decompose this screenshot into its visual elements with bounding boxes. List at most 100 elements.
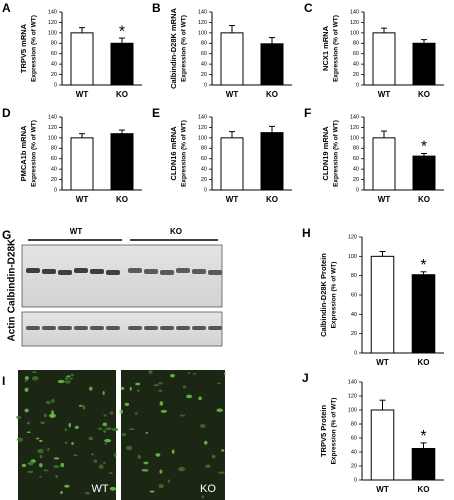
cell: [205, 464, 211, 468]
micrograph-image: [18, 370, 116, 500]
cell: [121, 432, 127, 437]
panel-letter: J: [302, 371, 309, 385]
cell: [141, 469, 148, 472]
cell: [64, 380, 71, 384]
cell: [119, 409, 123, 414]
cell: [24, 376, 29, 380]
x-tick-label: WT: [76, 195, 89, 204]
y-axis-label: Expression (% of WT): [333, 120, 340, 187]
cell: [103, 461, 106, 465]
x-tick-label: KO: [266, 195, 278, 204]
cell: [158, 389, 163, 392]
cell: [55, 475, 59, 478]
bar: [220, 137, 244, 191]
band: [106, 270, 120, 275]
cell: [89, 386, 93, 391]
y-tick-label: 0: [354, 477, 357, 483]
y-tick-label: 20: [351, 331, 357, 337]
y-axis-label: Expression (% of WT): [31, 120, 38, 187]
x-tick-label: KO: [266, 90, 278, 99]
y-tick-label: 20: [353, 177, 359, 183]
cell: [71, 442, 74, 445]
x-tick-label: WT: [376, 358, 389, 367]
cell: [192, 372, 197, 375]
cell: [24, 379, 28, 382]
cell: [43, 413, 47, 418]
panel-letter: E: [152, 106, 160, 120]
band: [42, 326, 56, 330]
cell: [43, 469, 49, 472]
cell: [21, 463, 27, 468]
y-tick-label: 40: [51, 167, 57, 173]
y-axis-label: Expression (% of WT): [31, 15, 38, 82]
y-axis-label: Calbindin-D28K Protein: [319, 253, 328, 337]
cell: [66, 375, 71, 378]
y-axis-label: Calbindin-D28K mRNA: [169, 8, 178, 89]
cell: [108, 472, 113, 475]
cell: [82, 405, 86, 410]
y-tick-label: 20: [351, 463, 357, 469]
cell: [155, 452, 161, 457]
cell: [39, 455, 43, 459]
cell: [109, 486, 117, 491]
band: [90, 269, 104, 274]
y-tick-label: 80: [201, 41, 207, 47]
y-tick-label: 60: [51, 156, 57, 162]
cell: [64, 484, 70, 488]
y-tick-label: 80: [353, 146, 359, 152]
band: [90, 326, 104, 330]
group-label: KO: [170, 227, 182, 236]
cell: [120, 386, 125, 390]
y-tick-label: 60: [201, 51, 207, 57]
y-tick-label: 100: [198, 135, 207, 141]
panel-letter: I: [2, 374, 5, 388]
bar: [372, 32, 396, 86]
y-tick-label: 120: [198, 20, 207, 26]
cell: [218, 471, 225, 474]
cell: [53, 465, 60, 469]
cell: [171, 449, 175, 454]
y-tick-label: 100: [350, 30, 359, 36]
y-tick-label: 100: [48, 30, 57, 36]
cell: [31, 371, 37, 374]
cell: [200, 424, 206, 428]
cell: [170, 373, 175, 378]
y-tick-label: 140: [198, 9, 207, 15]
y-tick-label: 60: [351, 292, 357, 298]
cell: [103, 429, 107, 434]
cell: [60, 462, 65, 468]
y-tick-label: 0: [356, 82, 359, 88]
cell: [98, 464, 104, 469]
cell: [38, 439, 43, 442]
y-tick-label: 100: [198, 30, 207, 36]
cell: [143, 461, 149, 465]
cell: [47, 447, 50, 452]
cell: [51, 399, 55, 404]
cell: [39, 463, 43, 468]
bar: [412, 42, 436, 86]
panel-letter: G: [2, 228, 11, 242]
bar: [260, 132, 284, 191]
cell: [216, 408, 223, 413]
cell: [104, 442, 107, 445]
cell: [129, 386, 132, 391]
cell: [136, 389, 140, 392]
micrograph-image: [121, 370, 225, 500]
y-tick-label: 120: [348, 234, 357, 240]
cell: [113, 453, 117, 457]
cell: [88, 436, 94, 441]
cell: [93, 459, 98, 463]
y-tick-label: 60: [353, 51, 359, 57]
y-tick-label: 0: [204, 82, 207, 88]
y-axis-label: CLDN19 mRNA: [321, 126, 330, 181]
x-tick-label: WT: [76, 90, 89, 99]
bar: [370, 255, 395, 354]
y-tick-label: 120: [48, 20, 57, 26]
y-tick-label: 20: [51, 177, 57, 183]
y-tick-label: 40: [351, 449, 357, 455]
y-tick-label: 40: [51, 62, 57, 68]
cell: [31, 376, 39, 381]
band: [192, 326, 206, 330]
x-tick-label: WT: [378, 90, 391, 99]
